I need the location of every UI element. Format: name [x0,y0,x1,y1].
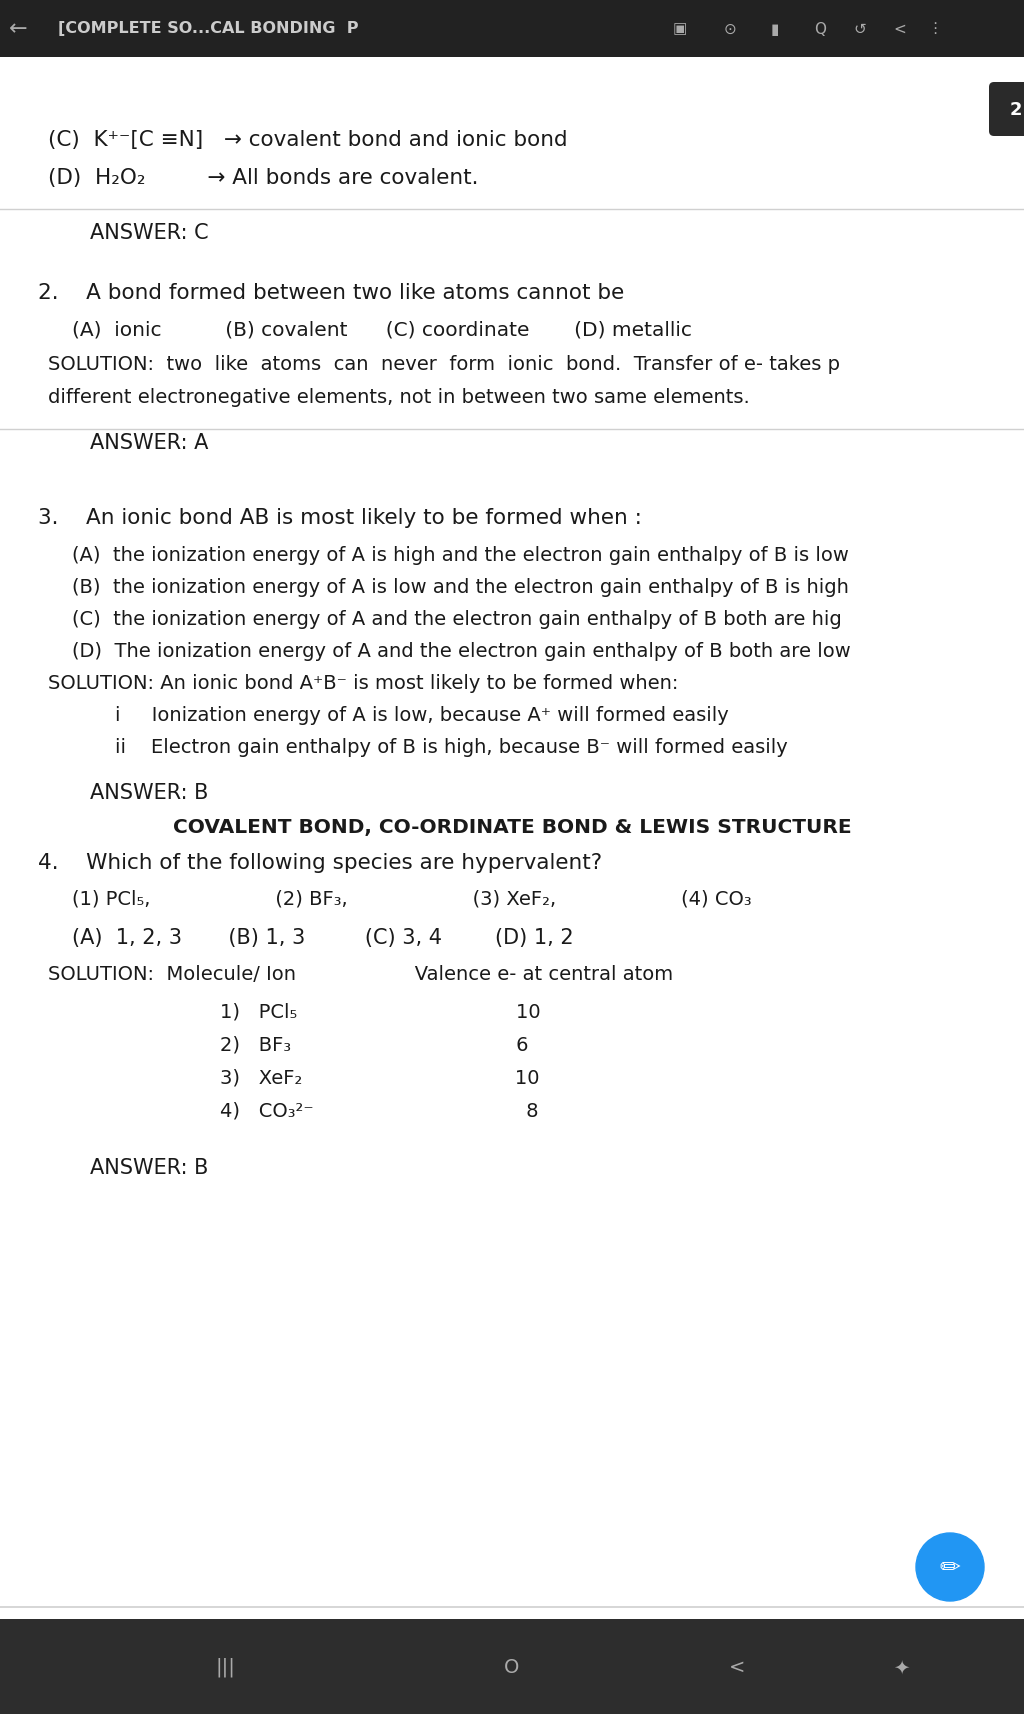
Text: [COMPLETE SO...CAL BONDING  P: [COMPLETE SO...CAL BONDING P [58,22,358,36]
Text: O: O [504,1657,520,1676]
Text: ⊙: ⊙ [724,22,736,36]
Text: ii    Electron gain enthalpy of B is high, because B⁻ will formed easily: ii Electron gain enthalpy of B is high, … [115,737,787,756]
Text: ←: ← [8,19,28,39]
Text: 1)   PCl₅                                   10: 1) PCl₅ 10 [220,1003,541,1022]
Text: |||: ||| [215,1657,236,1676]
Circle shape [916,1532,984,1601]
Bar [0,0,1024,58]
Text: 3)   XeF₂                                  10: 3) XeF₂ 10 [220,1068,540,1087]
Text: (D)  The ionization energy of A and the electron gain enthalpy of B both are low: (D) The ionization energy of A and the e… [72,641,851,660]
Text: 4.    Which of the following species are hypervalent?: 4. Which of the following species are hy… [38,852,602,872]
Text: different electronegative elements, not in between two same elements.: different electronegative elements, not … [48,387,750,406]
Text: (A)  ionic          (B) covalent      (C) coordinate       (D) metallic: (A) ionic (B) covalent (C) coordinate (D… [72,321,692,339]
Text: 2: 2 [1010,101,1022,118]
Bar [0,1620,1024,1714]
Text: <: < [729,1657,745,1676]
Text: SOLUTION:  Molecule/ Ion                   Valence e- at central atom: SOLUTION: Molecule/ Ion Valence e- at ce… [48,965,673,984]
Text: SOLUTION:  two  like  atoms  can  never  form  ionic  bond.  Transfer of e- take: SOLUTION: two like atoms can never form … [48,355,840,374]
Text: ▮: ▮ [771,22,779,36]
Text: Q: Q [814,22,826,36]
Text: ANSWER: C: ANSWER: C [90,223,209,243]
Text: ✦: ✦ [893,1657,909,1676]
Text: <: < [894,22,906,36]
Text: (B)  the ionization energy of A is low and the electron gain enthalpy of B is hi: (B) the ionization energy of A is low an… [72,578,849,596]
Text: ANSWER: B: ANSWER: B [90,783,208,802]
Text: ⋮: ⋮ [928,22,943,36]
Text: (A)  the ionization energy of A is high and the electron gain enthalpy of B is l: (A) the ionization energy of A is high a… [72,545,849,564]
Text: COVALENT BOND, CO-ORDINATE BOND & LEWIS STRUCTURE: COVALENT BOND, CO-ORDINATE BOND & LEWIS … [173,818,851,836]
Text: ↺: ↺ [854,22,866,36]
Text: (1) PCl₅,                    (2) BF₃,                    (3) XeF₂,              : (1) PCl₅, (2) BF₃, (3) XeF₂, [72,890,752,908]
Text: 2)   BF₃                                    6: 2) BF₃ 6 [220,1035,528,1054]
Text: (C)  K⁺⁻[C ≡N]   → covalent bond and ionic bond: (C) K⁺⁻[C ≡N] → covalent bond and ionic … [48,130,567,149]
Text: SOLUTION: An ionic bond A⁺B⁻ is most likely to be formed when:: SOLUTION: An ionic bond A⁺B⁻ is most lik… [48,674,678,692]
Text: ANSWER: B: ANSWER: B [90,1157,208,1178]
Text: ✏: ✏ [939,1555,961,1579]
FancyBboxPatch shape [989,82,1024,137]
Text: ▣: ▣ [673,22,687,36]
Text: (C)  the ionization energy of A and the electron gain enthalpy of B both are hig: (C) the ionization energy of A and the e… [72,610,842,629]
Text: 4)   CO₃²⁻                                  8: 4) CO₃²⁻ 8 [220,1102,539,1121]
Text: (A)  1, 2, 3       (B) 1, 3         (C) 3, 4        (D) 1, 2: (A) 1, 2, 3 (B) 1, 3 (C) 3, 4 (D) 1, 2 [72,927,573,948]
Text: 2.    A bond formed between two like atoms cannot be: 2. A bond formed between two like atoms … [38,283,625,303]
Text: 3.    An ionic bond AB is most likely to be formed when :: 3. An ionic bond AB is most likely to be… [38,507,642,528]
Text: (D)  H₂O₂         → All bonds are covalent.: (D) H₂O₂ → All bonds are covalent. [48,168,478,189]
Text: i     Ionization energy of A is low, because A⁺ will formed easily: i Ionization energy of A is low, because… [115,706,729,725]
Text: ANSWER: A: ANSWER: A [90,432,208,452]
